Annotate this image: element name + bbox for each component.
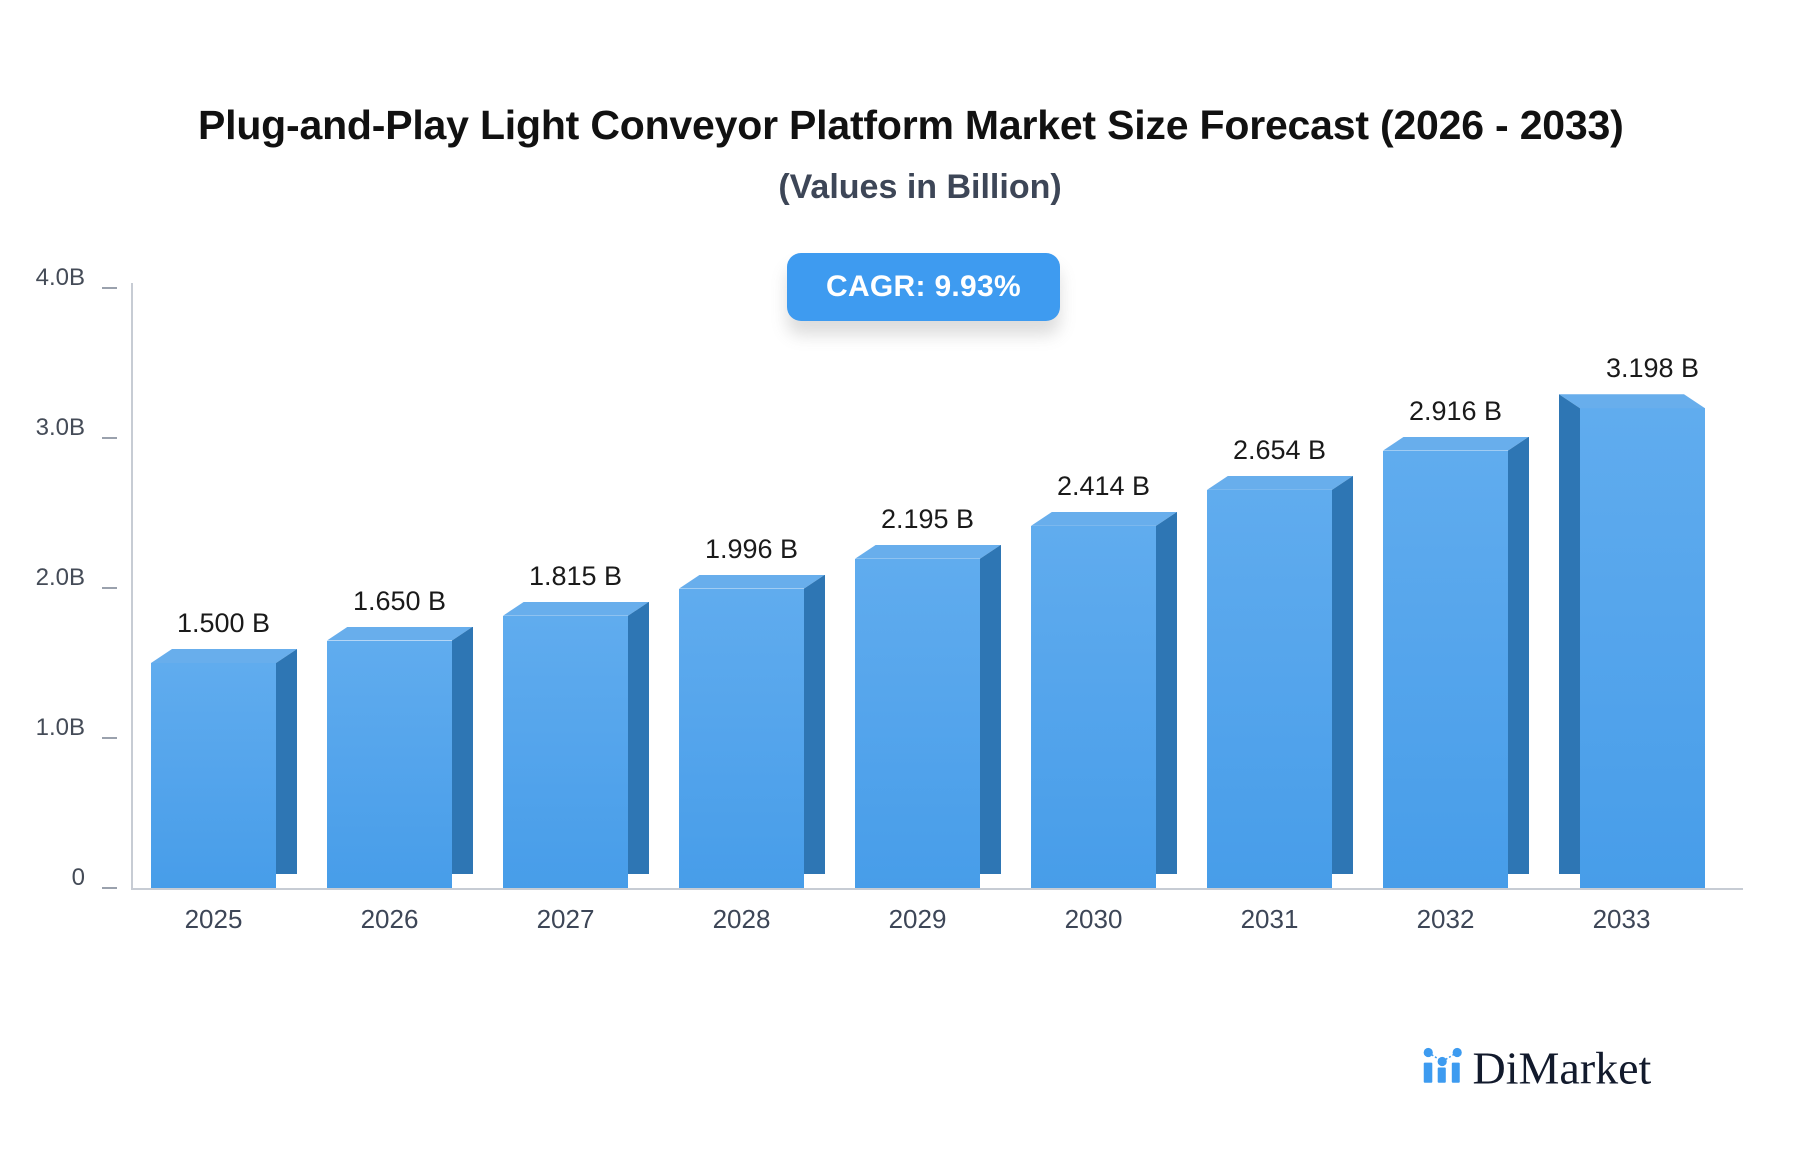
svg-text:DiMarket: DiMarket — [1473, 1043, 1652, 1094]
